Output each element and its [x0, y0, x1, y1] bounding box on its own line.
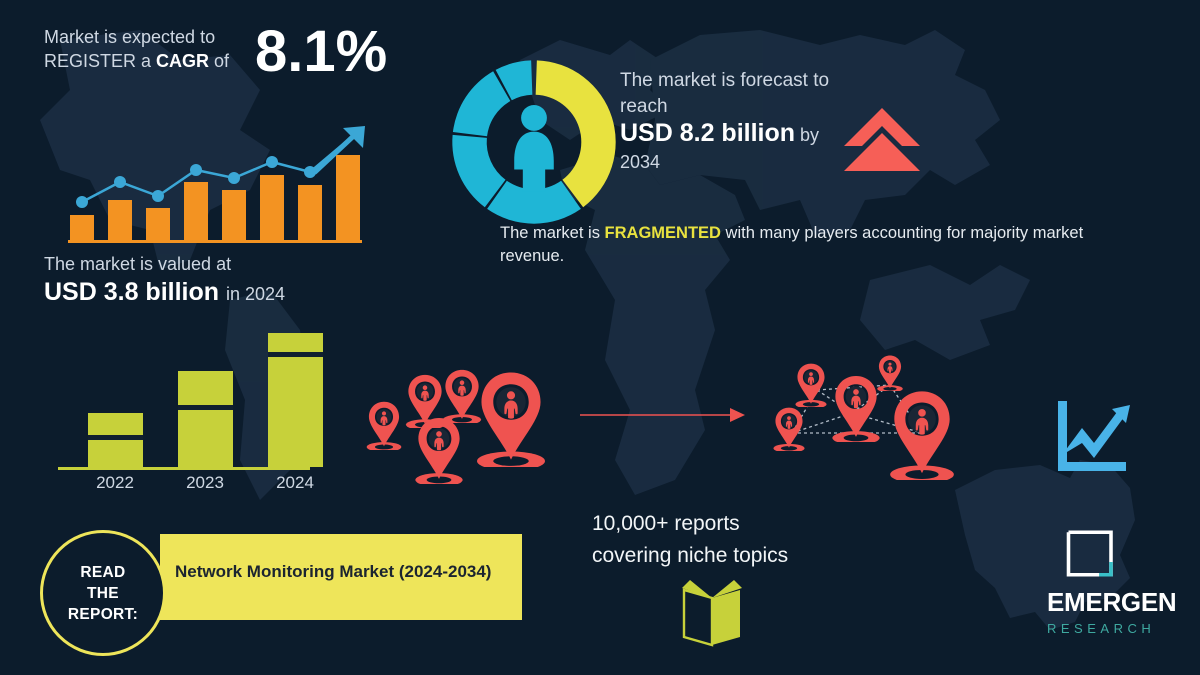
svg-text:2022: 2022 [96, 473, 134, 492]
svg-text:2024: 2024 [276, 473, 314, 492]
svg-text:2023: 2023 [186, 473, 224, 492]
